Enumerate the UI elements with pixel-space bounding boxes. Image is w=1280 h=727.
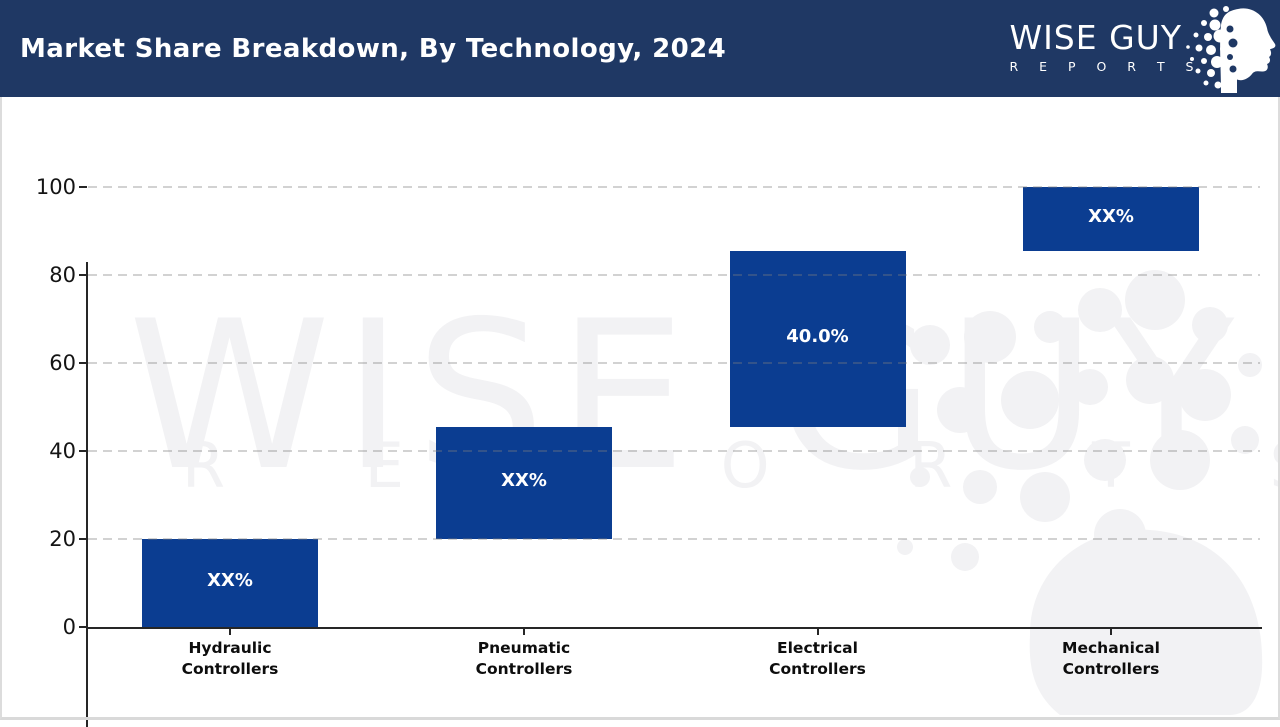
y-tick-label-80: 80 <box>49 263 76 287</box>
y-tick-40 <box>79 450 87 452</box>
bar-electrical-controllers <box>729 250 906 427</box>
x-tick-2 <box>523 629 525 635</box>
y-tick-60 <box>79 362 87 364</box>
category-label-mechanical: Mechanical Controllers <box>1062 639 1160 678</box>
y-tick-20 <box>79 538 87 540</box>
y-tick-label-40: 40 <box>49 439 76 463</box>
page-title: Market Share Breakdown, By Technology, 2… <box>20 33 727 64</box>
y-tick-label-20: 20 <box>49 527 76 551</box>
bar-value-label: XX% <box>1088 205 1134 227</box>
wise-guy-reports-logo: WISE GUY R E P O R T S <box>1009 0 1280 97</box>
bar-pneumatic-controllers <box>436 426 612 539</box>
bar-hydraulic-controllers <box>142 539 318 627</box>
gridline-y-60 <box>88 362 1260 364</box>
logo-text: WISE GUY R E P O R T S <box>1009 20 1202 75</box>
gridline-y-80 <box>88 274 1260 276</box>
logo-subtitle: R E P O R T S <box>1009 59 1202 74</box>
y-tick-label-100: 100 <box>35 175 76 199</box>
x-tick-1 <box>229 629 231 635</box>
bar-value-label: 40.0% <box>786 325 849 347</box>
category-label-electrical: Electrical Controllers <box>769 639 866 678</box>
gridline-y-100 <box>88 186 1260 188</box>
bar-mechanical-controllers <box>1023 187 1199 251</box>
bar-value-label: XX% <box>207 570 253 591</box>
y-tick-100 <box>79 186 87 188</box>
y-axis-line <box>86 262 88 727</box>
plot-area: XX% XX% 40.0% XX% <box>88 165 1260 627</box>
x-axis-line <box>86 627 1262 629</box>
category-label-pneumatic: Pneumatic Controllers <box>475 639 573 678</box>
logo-face-dots-icon <box>1186 6 1276 94</box>
y-tick-80 <box>79 274 87 276</box>
header-bar: Market Share Breakdown, By Technology, 2… <box>0 0 1280 97</box>
y-tick-0 <box>79 626 87 628</box>
y-tick-label-60: 60 <box>49 351 76 375</box>
logo-name: WISE GUY <box>1009 18 1182 57</box>
gridline-y-20 <box>88 538 1260 540</box>
x-tick-3 <box>816 629 819 635</box>
y-tick-label-0: 0 <box>62 615 76 639</box>
gridline-y-40 <box>88 450 1260 452</box>
category-label-hydraulic: Hydraulic Controllers <box>181 639 279 678</box>
bar-value-label: XX% <box>501 469 547 491</box>
x-tick-4 <box>1110 629 1112 635</box>
watermark-dots-head-icon <box>888 270 1263 715</box>
